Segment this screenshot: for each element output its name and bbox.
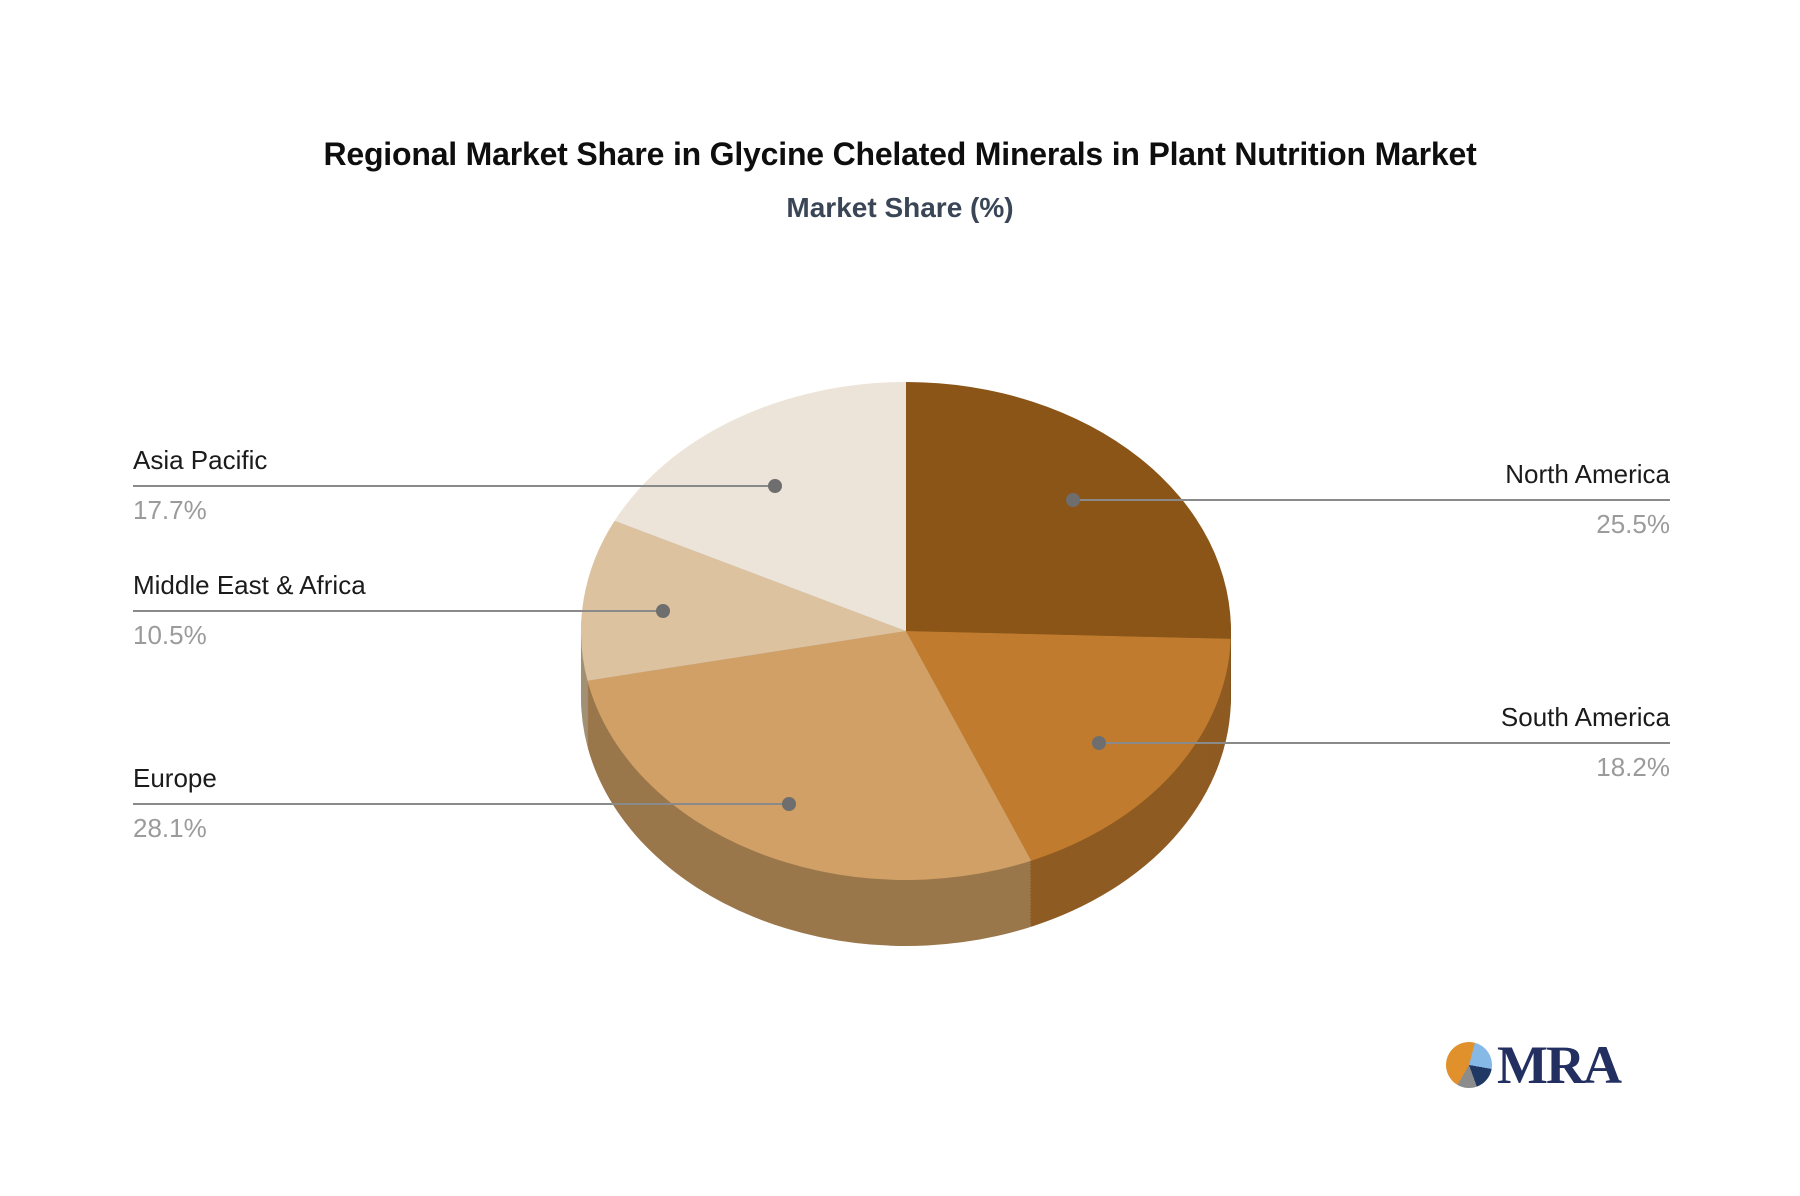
- chart-subtitle: Market Share (%): [786, 192, 1014, 223]
- slice-label-south-america: South America: [1500, 702, 1670, 732]
- slice-value-south-america: 18.2%: [1596, 752, 1670, 782]
- leader-dot-asia-pacific: [768, 479, 782, 493]
- slice-value-middle-east-africa: 10.5%: [133, 620, 207, 650]
- pie-slice-europe[interactable]: [587, 631, 1032, 880]
- pie-slice-south-america[interactable]: [906, 631, 1231, 861]
- leader-dot-south-america: [1092, 736, 1106, 750]
- slice-value-asia-pacific: 17.7%: [133, 495, 207, 525]
- chart-title: Regional Market Share in Glycine Chelate…: [323, 136, 1477, 172]
- slice-value-europe: 28.1%: [133, 813, 207, 843]
- leader-dot-middle-east-africa: [656, 604, 670, 618]
- slice-label-middle-east-africa: Middle East & Africa: [133, 570, 366, 600]
- slice-label-asia-pacific: Asia Pacific: [133, 445, 268, 475]
- mra-logo-pie-icon: [1446, 1042, 1492, 1088]
- pie-slice-asia-pacific[interactable]: [614, 382, 906, 631]
- slice-label-north-america: North America: [1505, 459, 1670, 489]
- slice-value-north-america: 25.5%: [1596, 509, 1670, 539]
- mra-logo: MRA: [1446, 1035, 1622, 1095]
- pie-slice-middle-east-africa[interactable]: [580, 520, 906, 681]
- slice-label-europe: Europe: [133, 763, 217, 793]
- leader-dot-north-america: [1066, 493, 1080, 507]
- leader-dot-europe: [782, 797, 796, 811]
- pie-slice-north-america[interactable]: [906, 382, 1231, 639]
- mra-logo-text: MRA: [1497, 1035, 1622, 1095]
